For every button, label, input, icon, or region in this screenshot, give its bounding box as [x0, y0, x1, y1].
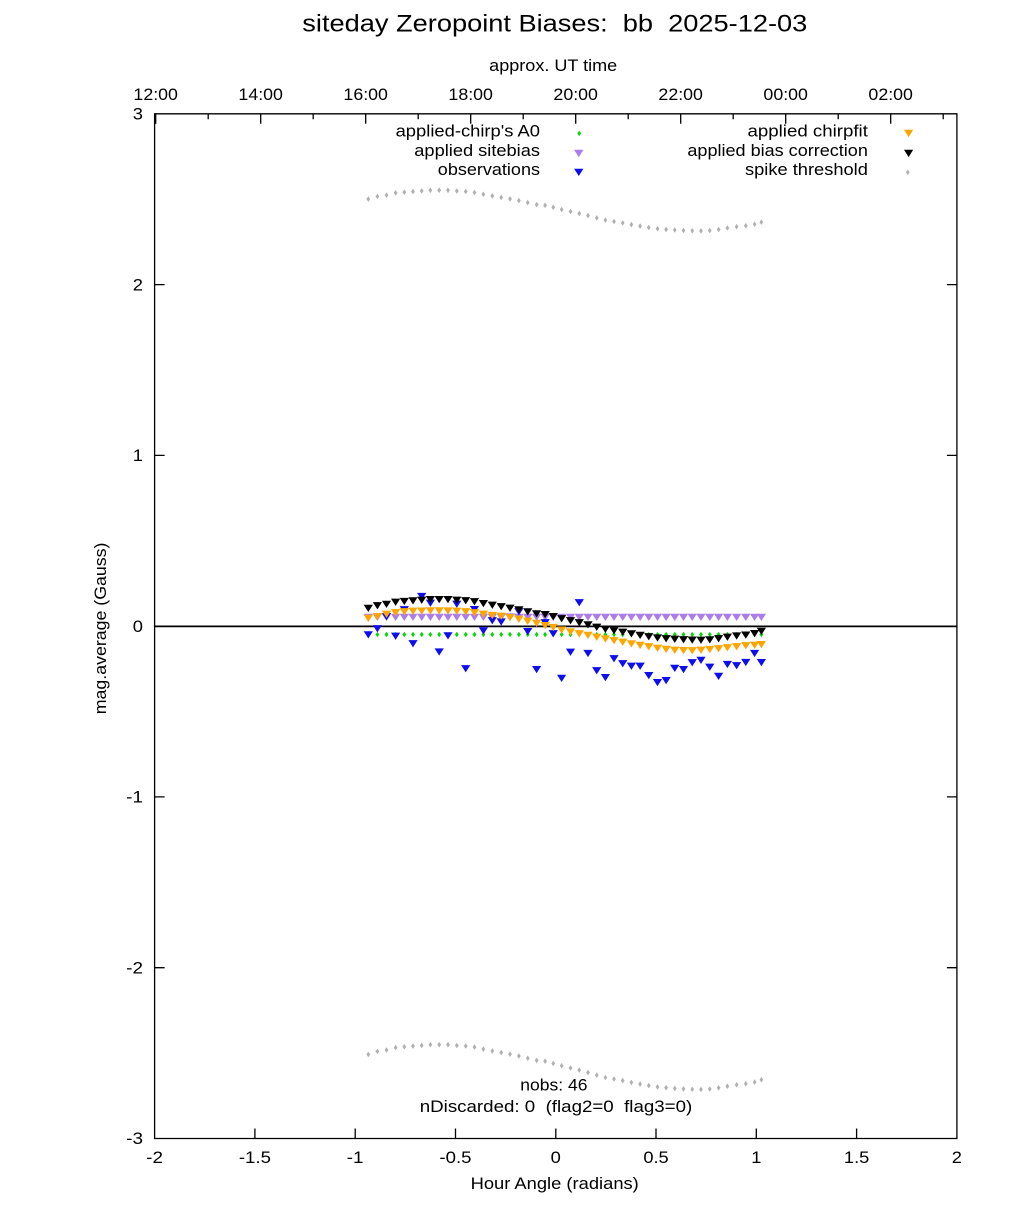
- svg-text:1: 1: [133, 446, 143, 465]
- svg-text:nobs: 46: nobs: 46: [520, 1076, 587, 1094]
- svg-text:applied bias correction: applied bias correction: [687, 142, 868, 160]
- svg-text:1: 1: [751, 1148, 761, 1167]
- svg-text:14:00: 14:00: [238, 85, 283, 104]
- svg-text:spike threshold: spike threshold: [745, 161, 868, 179]
- svg-text:18:00: 18:00: [448, 85, 493, 104]
- svg-text:00:00: 00:00: [763, 85, 808, 104]
- svg-text:-3: -3: [126, 1129, 143, 1148]
- svg-text:20:00: 20:00: [553, 85, 598, 104]
- svg-text:-2: -2: [146, 1148, 163, 1167]
- svg-text:12:00: 12:00: [133, 85, 178, 104]
- svg-text:nDiscarded: 0 (flag2=0 flag3: nDiscarded: 0 (flag2=0 flag3=0): [420, 1098, 693, 1116]
- svg-text:-1: -1: [347, 1148, 364, 1167]
- svg-text:-1: -1: [126, 788, 143, 807]
- svg-text:0: 0: [551, 1148, 561, 1167]
- svg-text:approx. UT time: approx. UT time: [489, 57, 617, 75]
- svg-text:applied-chirp's A0: applied-chirp's A0: [396, 123, 540, 141]
- svg-text:02:00: 02:00: [868, 85, 913, 104]
- svg-text:applied sitebias: applied sitebias: [414, 142, 540, 160]
- svg-text:16:00: 16:00: [343, 85, 388, 104]
- svg-text:applied chirpfit: applied chirpfit: [748, 123, 869, 141]
- svg-text:siteday Zeropoint Biases: bb: siteday Zeropoint Biases: bb 2025-12-03: [302, 11, 807, 38]
- svg-text:Hour Angle (radians): Hour Angle (radians): [471, 1175, 639, 1193]
- svg-text:1.5: 1.5: [844, 1148, 869, 1167]
- svg-text:2: 2: [952, 1148, 962, 1167]
- svg-text:2: 2: [133, 275, 143, 294]
- svg-text:mag.average (Gauss): mag.average (Gauss): [92, 543, 110, 715]
- svg-text:-0.5: -0.5: [439, 1148, 471, 1167]
- svg-text:0.5: 0.5: [643, 1148, 668, 1167]
- svg-text:0: 0: [133, 617, 143, 636]
- svg-text:3: 3: [133, 105, 143, 124]
- svg-text:-2: -2: [126, 958, 143, 977]
- svg-text:-1.5: -1.5: [239, 1148, 271, 1167]
- svg-text:22:00: 22:00: [658, 85, 703, 104]
- svg-text:observations: observations: [438, 161, 540, 179]
